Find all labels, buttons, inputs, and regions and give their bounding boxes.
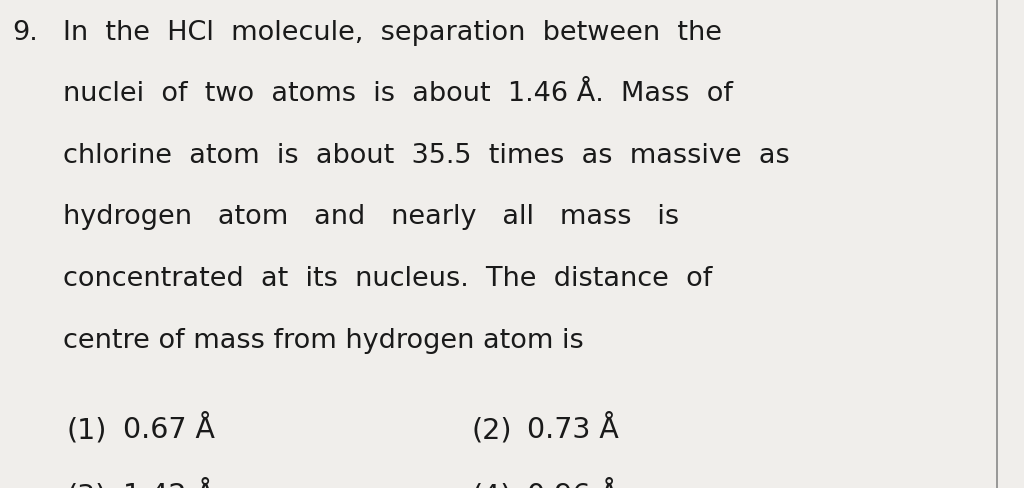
Text: (4): (4) <box>471 481 511 488</box>
Text: (2): (2) <box>471 415 512 443</box>
Text: chlorine  atom  is  about  35.5  times  as  massive  as: chlorine atom is about 35.5 times as mas… <box>63 142 791 168</box>
Text: 0.96 Å: 0.96 Å <box>527 481 620 488</box>
Text: In  the  HCl  molecule,  separation  between  the: In the HCl molecule, separation between … <box>63 20 723 45</box>
Text: concentrated  at  its  nucleus.  The  distance  of: concentrated at its nucleus. The distanc… <box>63 265 713 291</box>
Text: 0.73 Å: 0.73 Å <box>527 415 620 443</box>
Text: 0.67 Å: 0.67 Å <box>123 415 215 443</box>
Text: 9.: 9. <box>12 20 38 45</box>
Text: (1): (1) <box>67 415 106 443</box>
Text: hydrogen   atom   and   nearly   all   mass   is: hydrogen atom and nearly all mass is <box>63 204 680 230</box>
Text: (3): (3) <box>67 481 106 488</box>
Text: centre of mass from hydrogen atom is: centre of mass from hydrogen atom is <box>63 327 585 353</box>
Text: 1.42 Å: 1.42 Å <box>123 481 215 488</box>
Text: nuclei  of  two  atoms  is  about  1.46 Å.  Mass  of: nuclei of two atoms is about 1.46 Å. Mas… <box>63 81 733 107</box>
